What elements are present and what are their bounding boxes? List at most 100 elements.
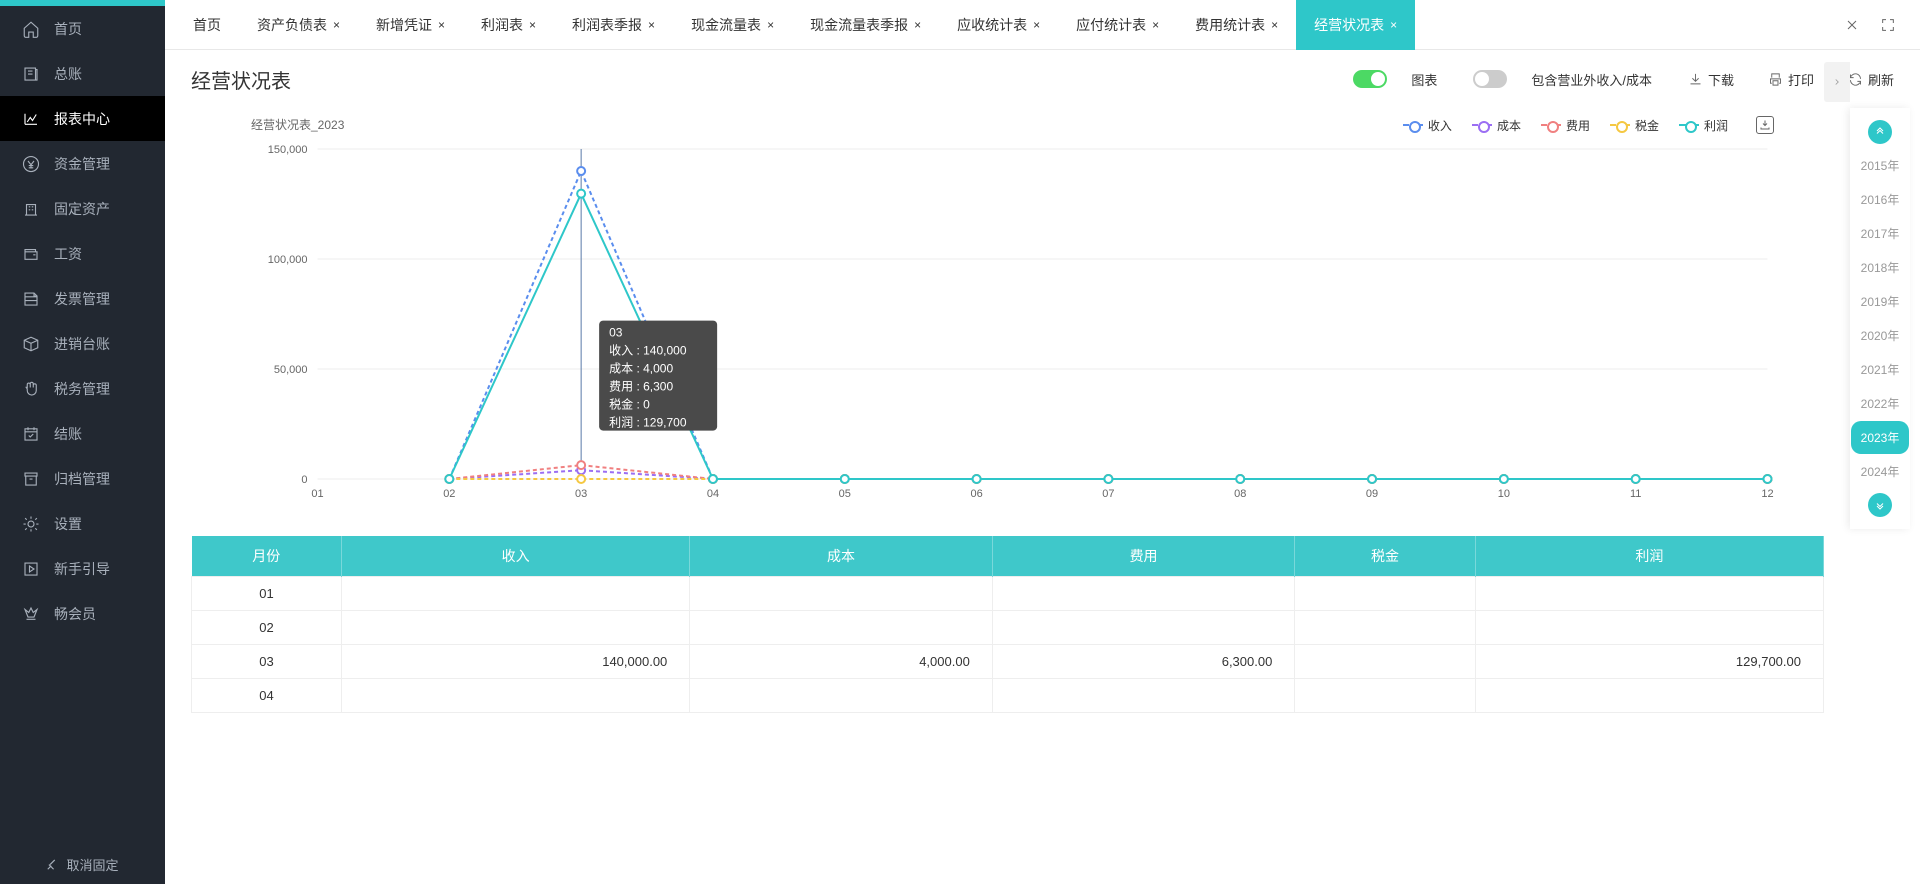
legend-label: 费用 — [1566, 117, 1590, 134]
sidebar-item-label: 结账 — [54, 424, 82, 444]
svg-text:07: 07 — [1102, 488, 1114, 500]
svg-text:02: 02 — [443, 488, 455, 500]
cell — [1475, 611, 1823, 645]
tab-6[interactable]: 现金流量表季报 × — [792, 0, 939, 50]
tab-5[interactable]: 现金流量表× — [673, 0, 792, 50]
tab-close-icon[interactable]: × — [1033, 18, 1040, 32]
tab-label: 现金流量表季报 — [810, 15, 908, 35]
year-item[interactable]: 2015年 — [1851, 149, 1910, 182]
year-item[interactable]: 2021年 — [1851, 353, 1910, 386]
year-item[interactable]: 2022年 — [1851, 387, 1910, 420]
cell: 4,000.00 — [690, 645, 993, 679]
chart-export-icon[interactable] — [1756, 116, 1774, 134]
year-up-button[interactable] — [1868, 120, 1892, 144]
tab-2[interactable]: 新增凭证× — [358, 0, 463, 50]
vip-icon — [22, 605, 40, 623]
page-header: 经营状况表 图表 包含营业外收入/成本 下载 打印 刷新 — [165, 50, 1920, 108]
sidebar-item-4[interactable]: 固定资产 — [0, 186, 165, 231]
sidebar-item-11[interactable]: 设置 — [0, 501, 165, 546]
tab-0[interactable]: 首页 — [175, 0, 239, 50]
tab-close-icon[interactable]: × — [529, 18, 536, 32]
svg-text:50,000: 50,000 — [274, 364, 308, 376]
tab-close-icon[interactable]: × — [1271, 18, 1278, 32]
cell — [1475, 679, 1823, 713]
fullscreen-icon[interactable] — [1878, 15, 1898, 35]
hand-icon — [22, 380, 40, 398]
sidebar-item-13[interactable]: 畅会员 — [0, 591, 165, 636]
sidebar-item-9[interactable]: 结账 — [0, 411, 165, 456]
tab-label: 首页 — [193, 15, 221, 35]
print-button[interactable]: 打印 — [1768, 70, 1814, 89]
tab-close-icon[interactable]: × — [1390, 18, 1397, 32]
tab-close-icon[interactable]: × — [914, 18, 921, 32]
close-all-icon[interactable] — [1842, 15, 1862, 35]
svg-text:11: 11 — [1630, 488, 1641, 500]
cell — [342, 577, 690, 611]
ledger-icon — [22, 65, 40, 83]
sidebar-item-6[interactable]: 发票管理 — [0, 276, 165, 321]
refresh-button[interactable]: 刷新 — [1848, 70, 1894, 89]
sidebar-item-2[interactable]: 报表中心 — [0, 96, 165, 141]
sidebar-item-7[interactable]: 进销台账 — [0, 321, 165, 366]
legend-item-费用[interactable]: 费用 — [1541, 117, 1590, 134]
legend-label: 收入 — [1428, 117, 1452, 134]
tab-3[interactable]: 利润表× — [463, 0, 554, 50]
gear-icon — [22, 515, 40, 533]
sidebar-item-label: 税务管理 — [54, 379, 110, 399]
year-item[interactable]: 2020年 — [1851, 319, 1910, 352]
tab-close-icon[interactable]: × — [438, 18, 445, 32]
box-icon — [22, 335, 40, 353]
tab-close-icon[interactable]: × — [333, 18, 340, 32]
year-item[interactable]: 2018年 — [1851, 251, 1910, 284]
tab-9[interactable]: 费用统计表× — [1177, 0, 1296, 50]
download-button[interactable]: 下载 — [1688, 70, 1734, 89]
tab-1[interactable]: 资产负债表× — [239, 0, 358, 50]
tab-close-icon[interactable]: × — [648, 18, 655, 32]
switch-chart-label: 图表 — [1411, 70, 1437, 89]
year-rail-collapse[interactable] — [1824, 62, 1850, 102]
year-item[interactable]: 2016年 — [1851, 183, 1910, 216]
svg-text:收入 : 140,000: 收入 : 140,000 — [609, 344, 687, 358]
legend-mark-icon — [1403, 121, 1423, 129]
year-rail: 2015年2016年2017年2018年2019年2020年2021年2022年… — [1850, 108, 1910, 529]
legend-mark-icon — [1679, 121, 1699, 129]
switch-chart[interactable] — [1353, 70, 1387, 88]
legend-item-税金[interactable]: 税金 — [1610, 117, 1659, 134]
cell — [1295, 611, 1475, 645]
cell: 140,000.00 — [342, 645, 690, 679]
tab-4[interactable]: 利润表季报× — [554, 0, 673, 50]
legend-item-利润[interactable]: 利润 — [1679, 117, 1728, 134]
svg-text:150,000: 150,000 — [268, 144, 308, 156]
year-down-button[interactable] — [1868, 493, 1892, 517]
refresh-label: 刷新 — [1868, 70, 1894, 89]
sidebar-item-3[interactable]: 资金管理 — [0, 141, 165, 186]
sidebar-item-5[interactable]: 工资 — [0, 231, 165, 276]
legend-mark-icon — [1610, 121, 1630, 129]
sidebar-item-1[interactable]: 总账 — [0, 51, 165, 96]
year-item[interactable]: 2019年 — [1851, 285, 1910, 318]
legend-item-收入[interactable]: 收入 — [1403, 117, 1452, 134]
year-item[interactable]: 2023年 — [1851, 421, 1910, 454]
sidebar-item-label: 首页 — [54, 19, 82, 39]
sidebar-item-label: 进销台账 — [54, 334, 110, 354]
switch-extra[interactable] — [1473, 70, 1507, 88]
tab-close-icon[interactable]: × — [767, 18, 774, 32]
th-3: 费用 — [992, 536, 1295, 577]
tab-close-icon[interactable]: × — [1152, 18, 1159, 32]
unpin-button[interactable]: 取消固定 — [0, 844, 165, 884]
calendar-icon — [22, 425, 40, 443]
unpin-icon — [46, 857, 60, 871]
sidebar-item-0[interactable]: 首页 — [0, 6, 165, 51]
legend-item-成本[interactable]: 成本 — [1472, 117, 1521, 134]
tab-7[interactable]: 应收统计表× — [939, 0, 1058, 50]
sidebar-item-10[interactable]: 归档管理 — [0, 456, 165, 501]
year-item[interactable]: 2017年 — [1851, 217, 1910, 250]
line-chart[interactable]: 050,000100,000150,0000102030405060708091… — [191, 139, 1824, 519]
sidebar-item-12[interactable]: 新手引导 — [0, 546, 165, 591]
sidebar-item-8[interactable]: 税务管理 — [0, 366, 165, 411]
year-item[interactable]: 2024年 — [1851, 455, 1910, 488]
tab-label: 应付统计表 — [1076, 15, 1146, 35]
tab-8[interactable]: 应付统计表 × — [1058, 0, 1177, 50]
tab-10[interactable]: 经营状况表× — [1296, 0, 1415, 50]
wallet-icon — [22, 245, 40, 263]
